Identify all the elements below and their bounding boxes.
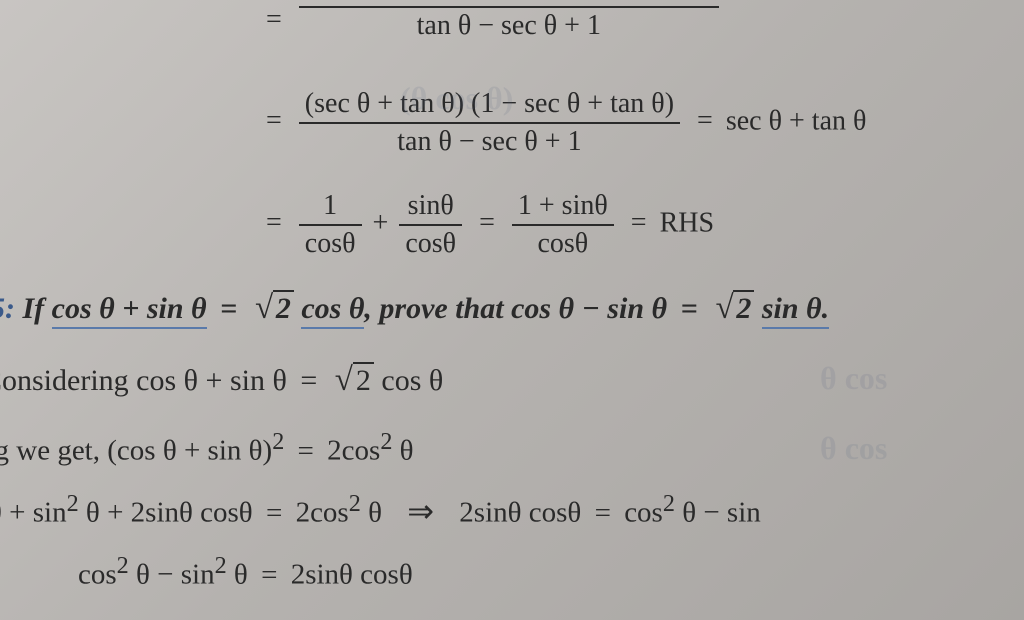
sqrt-2: 2 <box>251 290 294 327</box>
sol3-p1: θ + sin <box>0 497 67 529</box>
if-text: If <box>23 292 45 325</box>
frac3b-num: sinθ <box>399 190 462 226</box>
sol4-p1: cos <box>78 559 117 591</box>
equals-sign: = <box>261 559 277 591</box>
exponent: 2 <box>272 428 284 455</box>
equation-line-3: = 1 cosθ + sinθ cosθ = 1 + sinθ cosθ = R… <box>260 190 714 260</box>
equals-sign: = <box>479 207 495 238</box>
exponent: 2 <box>349 490 361 517</box>
math-page: = tan θ − sec θ + 1 = (sec θ + tan θ) (1… <box>0 10 1024 620</box>
sol2-rhs: 2cos <box>327 435 380 467</box>
sol4-p3: θ <box>227 559 248 591</box>
ghost-text: (θ cos θ) <box>400 80 513 117</box>
sqrt-2: 2 <box>711 290 754 327</box>
fraction-3a: 1 cosθ <box>299 190 362 260</box>
problem-number: 5: <box>0 292 15 325</box>
fraction-3b: sinθ cosθ <box>399 190 462 260</box>
equals-sign: = <box>298 435 314 467</box>
problem-lhs: cos θ + sin θ <box>52 292 207 329</box>
exponent: 2 <box>663 490 675 517</box>
implies-arrow: ⇒ <box>407 493 434 529</box>
sol3-p2: θ + 2sinθ cosθ <box>79 497 253 529</box>
exponent: 2 <box>67 490 79 517</box>
exponent: 2 <box>117 552 129 579</box>
frac3a-num: 1 <box>299 190 362 226</box>
equals-sign: = <box>266 497 282 529</box>
equation-line-2: = (sec θ + tan θ) (1 − sec θ + tan θ) ta… <box>260 88 866 158</box>
frac1-denominator: tan θ − sec θ + 1 <box>299 8 719 42</box>
problem-mid: cos θ <box>301 292 364 329</box>
equals-sign: = <box>266 207 282 238</box>
equals-sign: = <box>220 292 237 325</box>
equals-sign: = <box>631 207 647 238</box>
equals-sign: = <box>266 105 282 136</box>
equals-sign: = <box>300 364 317 397</box>
frac3b-den: cosθ <box>399 226 462 260</box>
considering-text: Considering <box>0 364 129 397</box>
rhs-expr: sec θ + tan θ <box>726 105 867 136</box>
fraction-3c: 1 + sinθ cosθ <box>512 190 614 260</box>
fraction-1: tan θ − sec θ + 1 <box>299 2 719 42</box>
equals-sign: = <box>697 105 713 136</box>
sol1-lhs: cos θ + sin θ <box>136 364 287 397</box>
exponent: 2 <box>215 552 227 579</box>
equals-sign: = <box>266 4 282 35</box>
sol2-lhs: (cos θ + sin θ) <box>107 435 272 467</box>
equation-line-1: = tan θ − sec θ + 1 <box>260 2 723 42</box>
equals-sign: = <box>595 497 611 529</box>
problem-rhs-lhs: cos θ − sin θ <box>511 292 667 325</box>
theta: θ <box>392 435 413 467</box>
sol4-p2: θ − sin <box>129 559 215 591</box>
solution-line-1: Considering cos θ + sin θ = 2 cos θ <box>0 362 443 399</box>
frac3a-den: cosθ <box>299 226 362 260</box>
theta: θ − sin <box>675 497 761 529</box>
ghost-text: θ cos <box>820 430 887 467</box>
sol3-rhs1: 2sinθ cosθ <box>459 497 581 529</box>
plus-sign: + <box>373 207 389 238</box>
sol4-rhs: 2sinθ cosθ <box>291 559 413 591</box>
solution-line-4: cos2 θ − sin2 θ = 2sinθ cosθ <box>78 552 413 592</box>
ghost-text: θ cos <box>820 360 887 397</box>
problem-statement: 5: If cos θ + sin θ = 2 cos θ, prove tha… <box>0 290 829 327</box>
equals-sign: = <box>681 292 698 325</box>
sol3-rhs2: cos <box>624 497 663 529</box>
solution-line-2: ng we get, (cos θ + sin θ)2 = 2cos2 θ <box>0 428 414 468</box>
rhs-label: RHS <box>660 207 714 238</box>
sol1-rhs: cos θ <box>381 364 443 397</box>
prove-text: , prove that <box>364 292 503 325</box>
frac3c-num: 1 + sinθ <box>512 190 614 226</box>
sol3-mid: 2cos <box>296 497 349 529</box>
we-get-text: ng we get, <box>0 435 100 467</box>
solution-line-3: θ + sin2 θ + 2sinθ cosθ = 2cos2 θ ⇒ 2sin… <box>0 490 761 530</box>
sqrt-2: 2 <box>331 362 374 399</box>
frac2-denominator: tan θ − sec θ + 1 <box>299 124 680 158</box>
problem-rhs-end: sin θ. <box>762 292 829 329</box>
exponent: 2 <box>380 428 392 455</box>
frac3c-den: cosθ <box>512 226 614 260</box>
theta: θ <box>361 497 382 529</box>
